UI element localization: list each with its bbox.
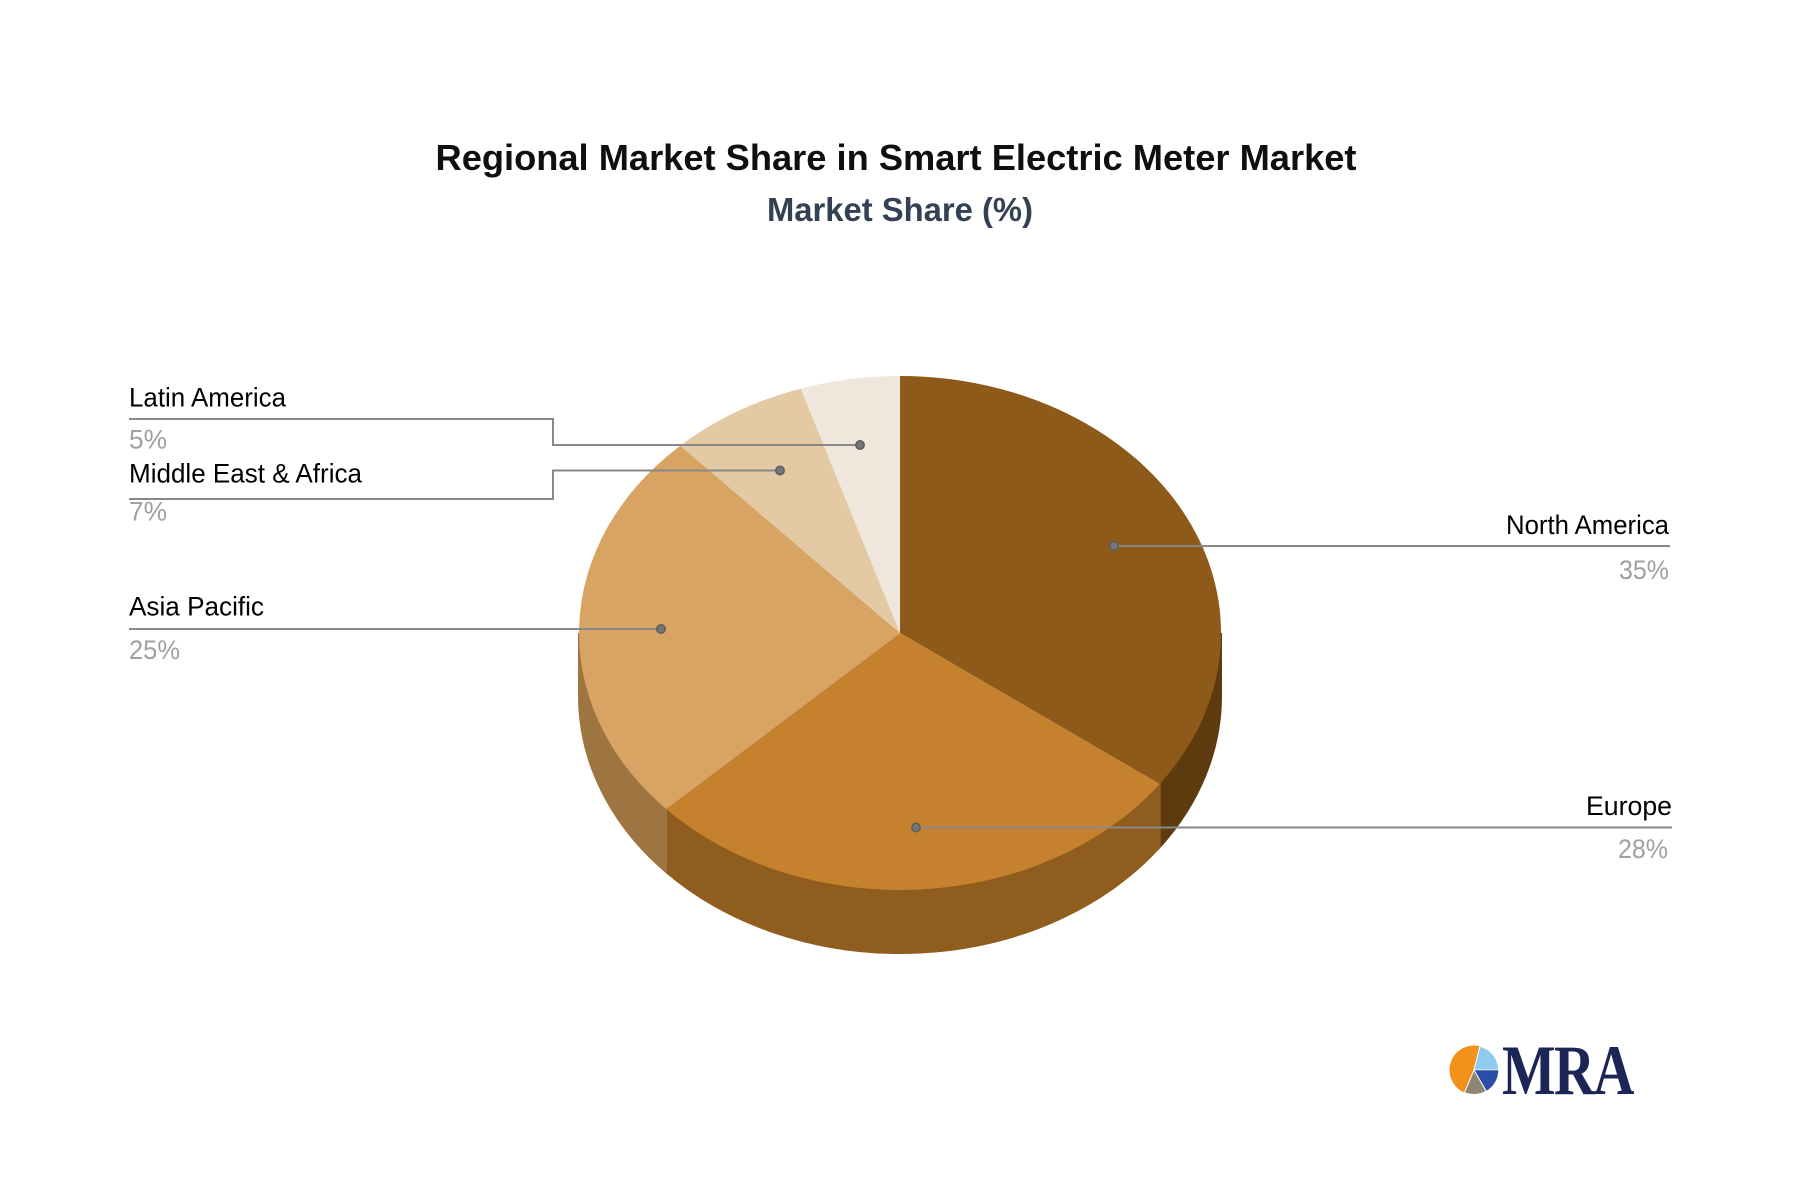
svg-text:25%: 25%: [129, 635, 180, 665]
svg-text:35%: 35%: [1619, 555, 1669, 585]
svg-text:7%: 7%: [129, 497, 167, 527]
svg-text:5%: 5%: [129, 425, 167, 455]
svg-text:Market Share (%): Market Share (%): [767, 191, 1033, 228]
svg-text:28%: 28%: [1618, 834, 1668, 864]
svg-text:Middle East & Africa: Middle East & Africa: [129, 459, 363, 489]
svg-text:Latin America: Latin America: [129, 383, 287, 413]
svg-text:MRA: MRA: [1502, 1031, 1634, 1109]
svg-text:Regional Market Share in Smart: Regional Market Share in Smart Electric …: [436, 137, 1357, 178]
svg-text:Europe: Europe: [1586, 791, 1672, 821]
svg-text:North America: North America: [1506, 510, 1670, 540]
svg-text:Asia Pacific: Asia Pacific: [129, 592, 264, 622]
